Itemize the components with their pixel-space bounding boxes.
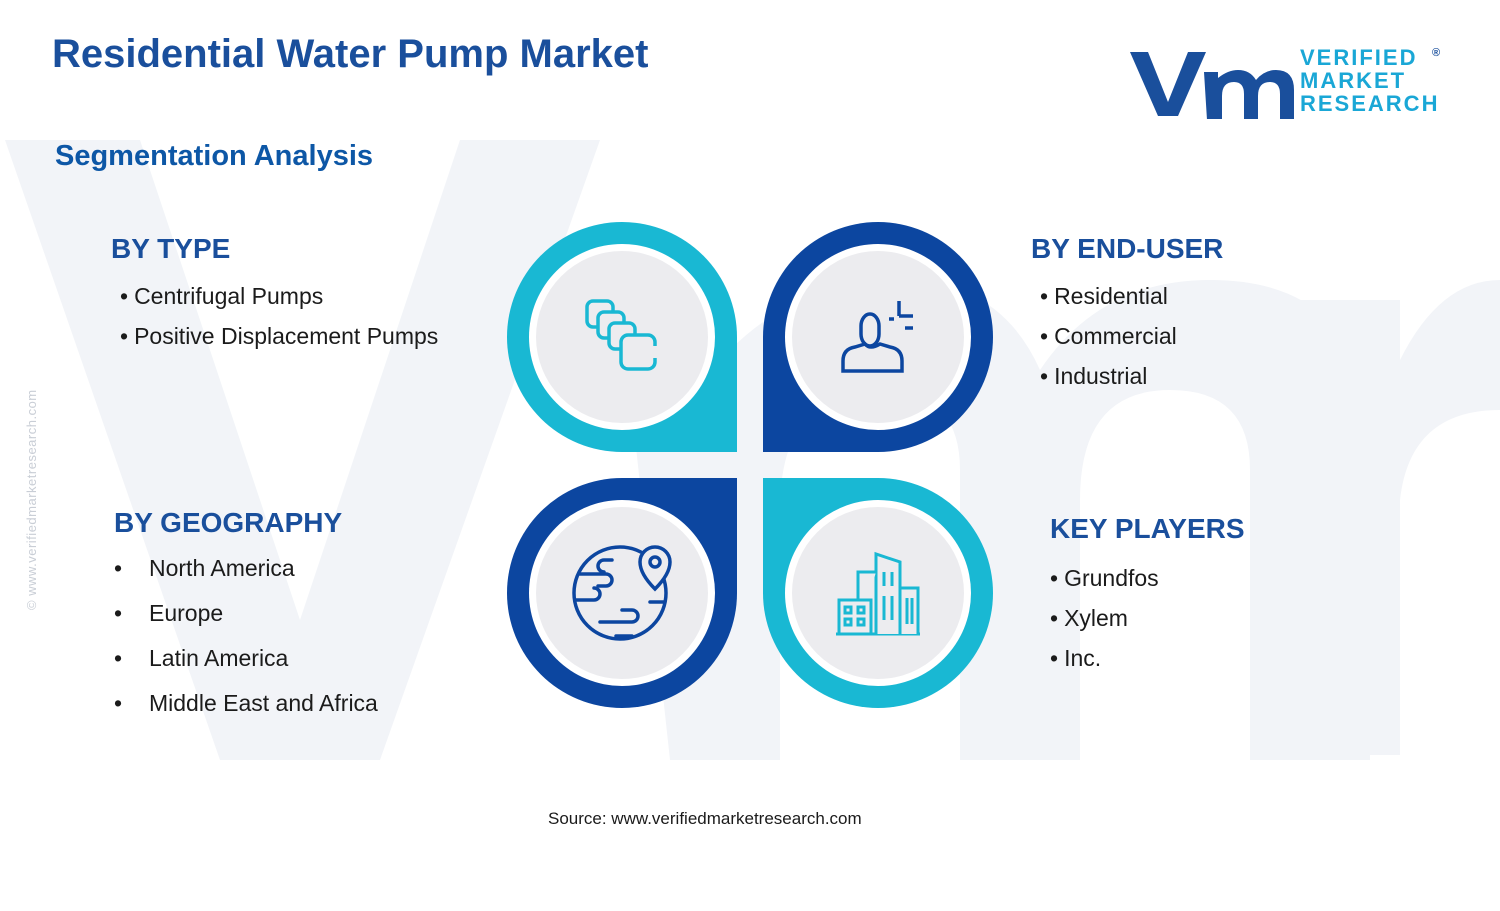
segment-list-end-user: • Residential • Commercial • Industrial [1040,283,1223,403]
segment-list-geography: • North America • Europe • Latin America • M… [114,555,378,735]
list-item: • Industrial [1040,363,1148,389]
segment-heading-players: KEY PLAYERS [1050,513,1245,544]
segment-quadrant-graphic [507,222,993,708]
list-item: • Positive Displacement Pumps [120,323,439,349]
logo-line-research: RESEARCH [1300,91,1440,116]
registered-mark: ® [1432,47,1441,59]
segment-list-type: • Centrifugal Pumps • Positive Displacemen… [120,283,438,363]
list-item: • Latin America [114,645,289,671]
user-icon [841,301,913,373]
logo-wordmark: VERIFIED MARKET RESEARCH ® [1300,45,1440,116]
segment-heading-end-user: BY END-USER [1031,233,1224,264]
list-item: • Commercial [1040,323,1177,349]
segment-list-players: • Grundfos • Xylem • Inc. [1050,565,1245,685]
list-item: • Middle East and Africa [114,690,378,716]
side-watermark-url: © www.verifiedmarketresearch.com [24,389,39,610]
list-item: • Grundfos [1050,565,1159,591]
segment-key-players: KEY PLAYERS • Grundfos • Xylem • Inc. [1050,513,1245,685]
list-item: • North America [114,555,295,581]
segment-geography: BY GEOGRAPHY • North America • Europe • Lat… [114,507,378,735]
list-item: • Inc. [1050,645,1102,671]
list-item: • Xylem [1050,605,1128,631]
list-item: • Europe [114,600,224,626]
source-credit: Source: www.verifiedmarketresearch.com [548,809,862,828]
section-subtitle: Segmentation Analysis [55,140,374,172]
vmr-logo-icon [1130,52,1294,119]
segment-heading-geography: BY GEOGRAPHY [114,507,343,538]
segment-end-user: BY END-USER • Residential • Commercial • In… [1031,233,1223,403]
stacked-squares-icon [585,299,658,371]
logo-line-verified: VERIFIED [1300,45,1418,70]
segment-type: BY TYPE • Centrifugal Pumps • Positive Dis… [111,233,438,363]
globe-pin-icon [572,545,672,641]
list-item: • Centrifugal Pumps [120,283,324,309]
buildings-icon [836,551,920,636]
list-item: • Residential [1040,283,1168,309]
segment-heading-type: BY TYPE [111,233,231,264]
logo-line-market: MARKET [1300,68,1407,93]
page-title: Residential Water Pump Market [52,32,649,76]
